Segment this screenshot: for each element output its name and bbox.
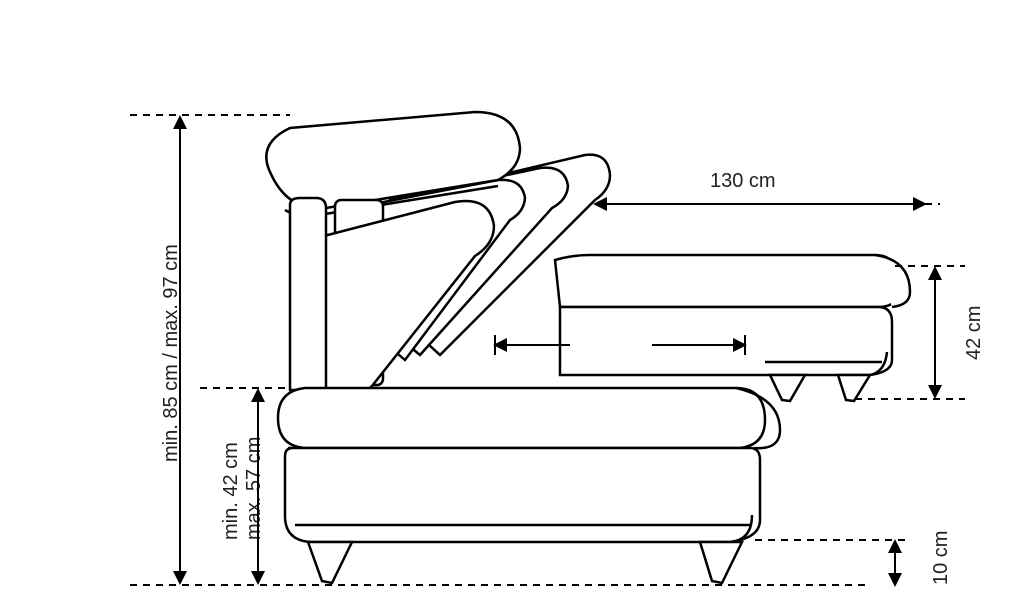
seat-base: [278, 388, 780, 542]
chaise-back-platform: [555, 255, 910, 375]
armrest: [290, 198, 326, 390]
technical-drawing: [0, 0, 1016, 607]
chaise-legs: [770, 375, 870, 401]
front-legs: [308, 542, 742, 583]
